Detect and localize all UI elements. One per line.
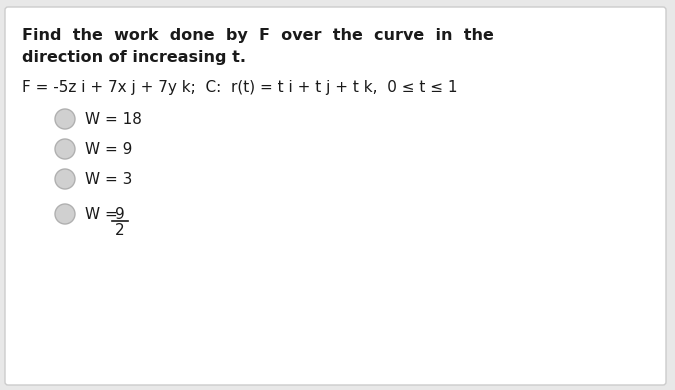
Text: W =: W = bbox=[85, 207, 123, 222]
Ellipse shape bbox=[55, 139, 75, 159]
Ellipse shape bbox=[55, 169, 75, 189]
FancyBboxPatch shape bbox=[5, 7, 666, 385]
Text: W = 9: W = 9 bbox=[85, 142, 132, 157]
Text: 2: 2 bbox=[115, 223, 125, 238]
Text: direction of increasing t.: direction of increasing t. bbox=[22, 50, 246, 65]
Text: W = 18: W = 18 bbox=[85, 112, 142, 127]
Text: 9: 9 bbox=[115, 207, 125, 222]
Text: F = -5z i + 7x j + 7y k;  C:  r(t) = t i + t j + t k,  0 ≤ t ≤ 1: F = -5z i + 7x j + 7y k; C: r(t) = t i +… bbox=[22, 80, 458, 95]
Ellipse shape bbox=[55, 204, 75, 224]
Text: W = 3: W = 3 bbox=[85, 172, 132, 187]
Ellipse shape bbox=[55, 109, 75, 129]
Text: Find  the  work  done  by  F  over  the  curve  in  the: Find the work done by F over the curve i… bbox=[22, 28, 494, 43]
